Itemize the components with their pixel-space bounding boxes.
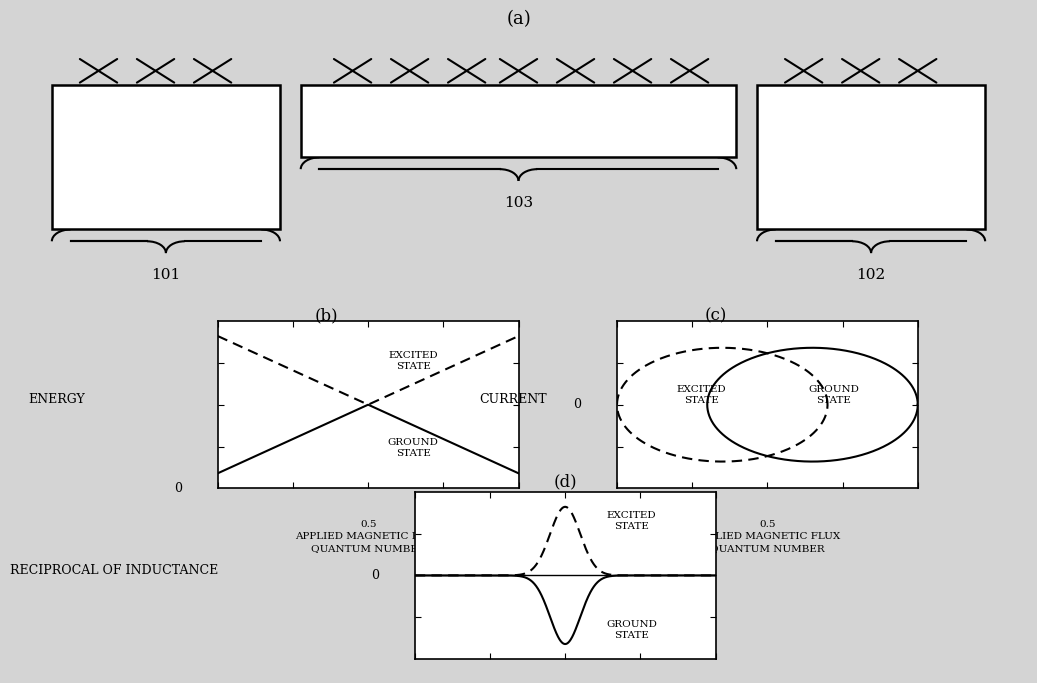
Text: RECIPROCAL OF INDUCTANCE: RECIPROCAL OF INDUCTANCE: [10, 563, 218, 577]
Text: EXCITED
STATE: EXCITED STATE: [389, 351, 438, 372]
Text: 103: 103: [504, 196, 533, 210]
Text: (b): (b): [315, 307, 338, 324]
Text: CURRENT: CURRENT: [479, 393, 548, 406]
Text: 102: 102: [857, 268, 886, 282]
Bar: [757, 85, 985, 229]
Text: 0: 0: [572, 398, 581, 411]
Text: 101: 101: [151, 268, 180, 282]
Text: (d): (d): [554, 473, 577, 490]
Text: 0.5
APPLIED MAGNETIC FLUX
QUANTUM NUMBER: 0.5 APPLIED MAGNETIC FLUX QUANTUM NUMBER: [295, 520, 442, 553]
Text: 0: 0: [173, 482, 181, 495]
Text: EXCITED
STATE: EXCITED STATE: [676, 385, 726, 405]
Text: GROUND
STATE: GROUND STATE: [606, 619, 656, 640]
Text: ENERGY: ENERGY: [29, 393, 85, 406]
Text: 0: 0: [370, 569, 379, 582]
Text: (a): (a): [506, 10, 531, 28]
Text: EXCITED
STATE: EXCITED STATE: [607, 511, 656, 531]
Text: (c): (c): [704, 307, 727, 324]
Text: GROUND
STATE: GROUND STATE: [808, 385, 859, 405]
Bar: [52, 85, 280, 229]
Text: GROUND
STATE: GROUND STATE: [388, 438, 439, 458]
Text: 0.5
APPLIED MAGNETIC FLUX
QUANTUM NUMBER: 0.5 APPLIED MAGNETIC FLUX QUANTUM NUMBER: [694, 520, 841, 553]
Bar: [301, 85, 736, 157]
